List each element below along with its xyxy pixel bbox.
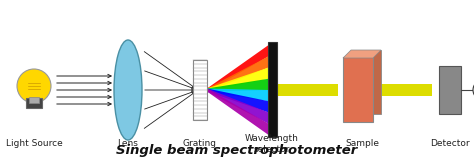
FancyBboxPatch shape — [268, 42, 277, 137]
FancyBboxPatch shape — [193, 60, 207, 120]
Polygon shape — [207, 79, 270, 92]
FancyBboxPatch shape — [26, 98, 42, 108]
Text: Lens: Lens — [118, 139, 138, 149]
Text: Sample: Sample — [345, 139, 379, 149]
Polygon shape — [207, 56, 270, 92]
FancyBboxPatch shape — [276, 84, 338, 96]
Polygon shape — [343, 50, 381, 58]
FancyBboxPatch shape — [373, 84, 432, 96]
Text: Wavelength
selector: Wavelength selector — [245, 134, 299, 154]
Polygon shape — [207, 67, 270, 92]
Ellipse shape — [114, 40, 142, 140]
Polygon shape — [207, 88, 270, 113]
Text: Detector: Detector — [430, 139, 470, 149]
Polygon shape — [351, 50, 381, 114]
Polygon shape — [207, 44, 270, 92]
Text: Grating: Grating — [183, 139, 217, 149]
Polygon shape — [207, 88, 270, 136]
FancyBboxPatch shape — [439, 66, 461, 114]
Circle shape — [473, 80, 474, 100]
FancyBboxPatch shape — [343, 57, 373, 122]
Text: Light Source: Light Source — [6, 139, 63, 149]
Text: Single beam spectrophotometer: Single beam spectrophotometer — [117, 144, 357, 157]
Polygon shape — [207, 88, 270, 102]
Circle shape — [17, 69, 51, 103]
FancyBboxPatch shape — [29, 97, 39, 103]
Polygon shape — [207, 88, 270, 125]
